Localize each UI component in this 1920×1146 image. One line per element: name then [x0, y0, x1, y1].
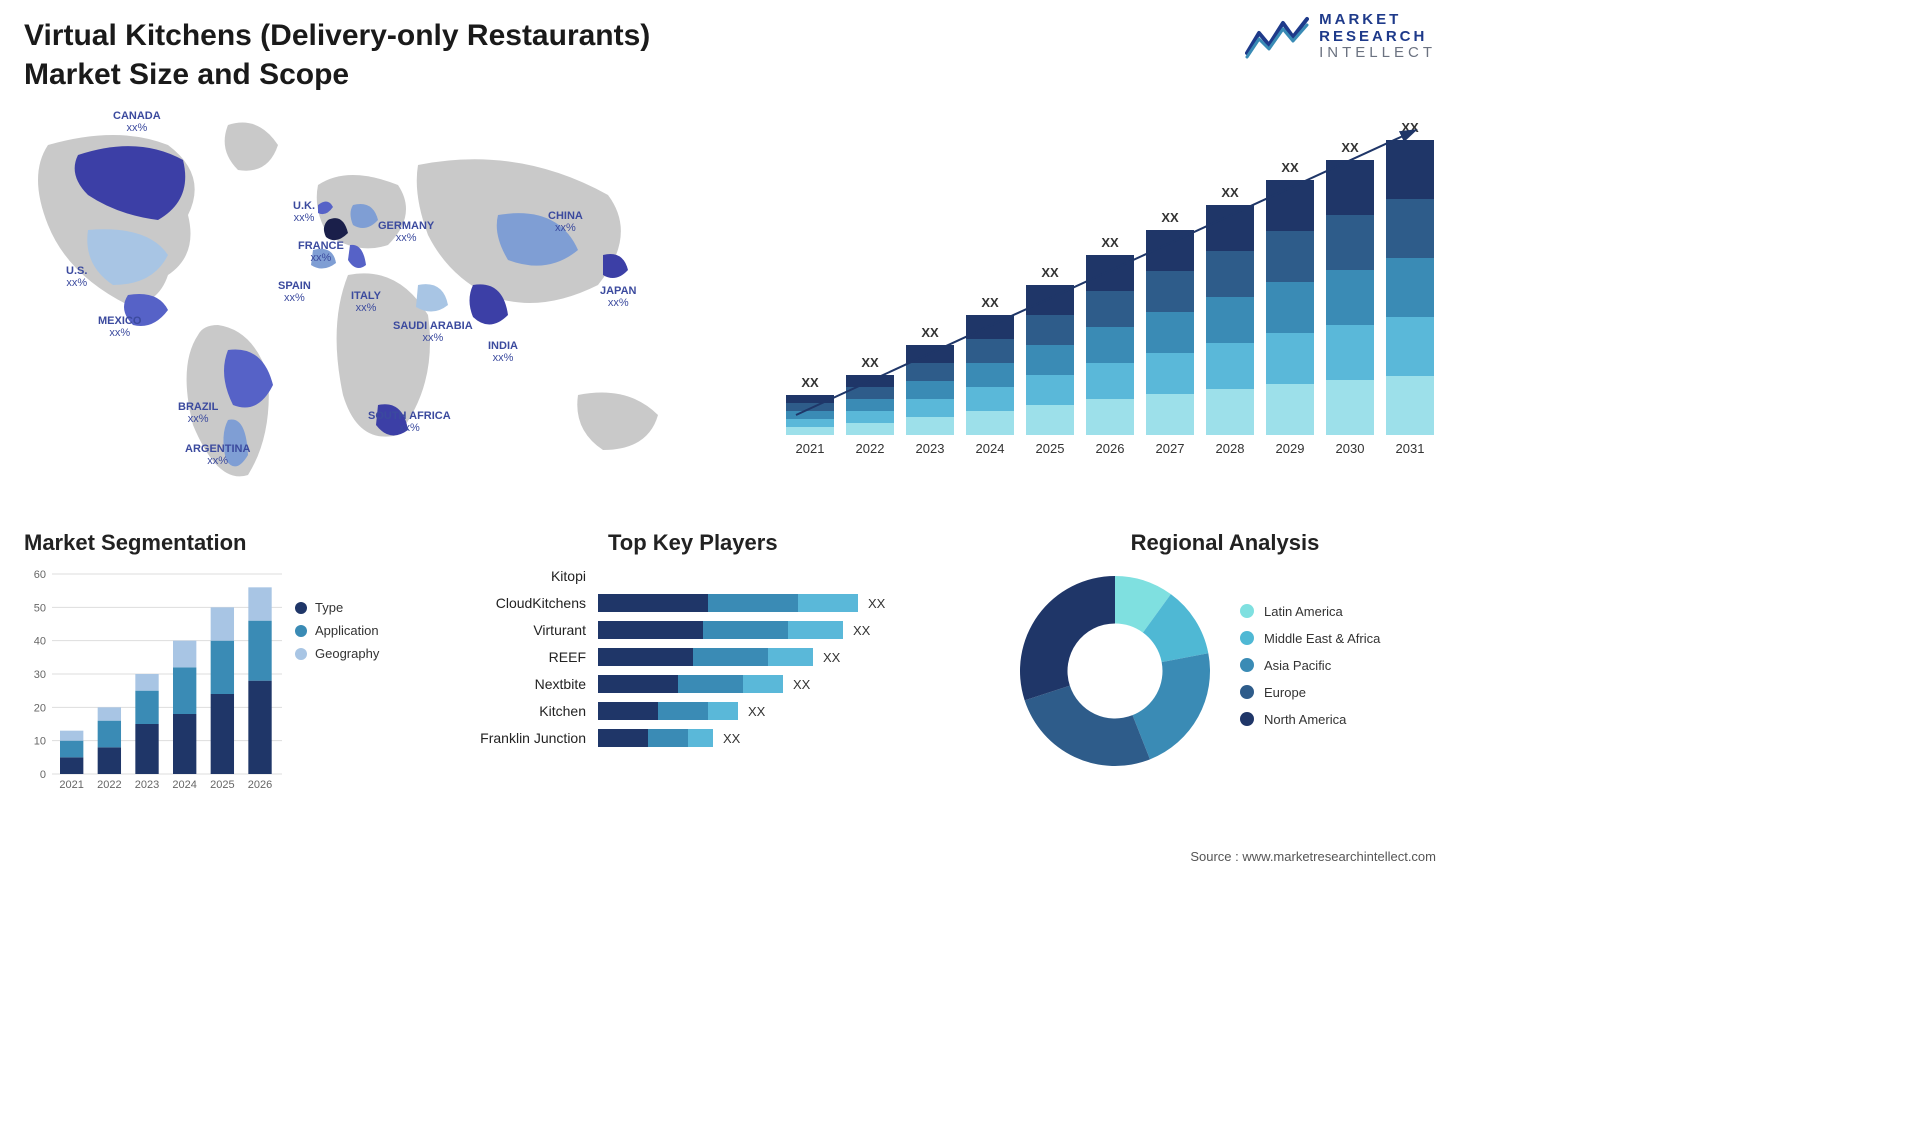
svg-text:50: 50: [34, 602, 46, 614]
svg-text:2024: 2024: [976, 441, 1005, 456]
source-label: Source : www.marketresearchintellect.com: [1190, 849, 1436, 864]
svg-text:XX: XX: [1221, 185, 1239, 200]
svg-text:2022: 2022: [856, 441, 885, 456]
player-row: CloudKitchens XX: [448, 593, 988, 613]
logo-text-3: INTELLECT: [1319, 45, 1436, 62]
map-label: U.K.xx%: [293, 200, 315, 224]
player-value: XX: [748, 704, 765, 719]
svg-text:XX: XX: [801, 375, 819, 390]
regional-legend: Latin America Middle East & Africa Asia Pa…: [1240, 604, 1380, 739]
svg-text:XX: XX: [1101, 235, 1119, 250]
legend-item: Application: [295, 623, 379, 638]
svg-text:2026: 2026: [248, 779, 272, 791]
svg-text:20: 20: [34, 702, 46, 714]
players-section: Top Key Players KitopiCloudKitchensXXVir…: [448, 530, 988, 755]
legend-item: Type: [295, 600, 379, 615]
svg-text:0: 0: [40, 769, 46, 781]
map-label: JAPANxx%: [600, 285, 636, 309]
svg-text:XX: XX: [921, 325, 939, 340]
legend-item: Latin America: [1240, 604, 1380, 619]
svg-text:XX: XX: [981, 295, 999, 310]
player-label: CloudKitchens: [448, 595, 598, 611]
logo-text-2: RESEARCH: [1319, 29, 1436, 46]
map-label: INDIAxx%: [488, 340, 518, 364]
svg-text:2023: 2023: [916, 441, 945, 456]
regional-section: Regional Analysis Latin America Middle Ea…: [1010, 530, 1440, 776]
player-bar: [598, 675, 783, 693]
player-row: Nextbite XX: [448, 674, 988, 694]
svg-text:10: 10: [34, 736, 46, 748]
svg-text:2024: 2024: [172, 779, 196, 791]
logo-mark-icon: [1245, 15, 1309, 59]
svg-text:2025: 2025: [210, 779, 234, 791]
legend-item: Geography: [295, 646, 379, 661]
map-label: ITALYxx%: [351, 290, 381, 314]
segmentation-title: Market Segmentation: [24, 530, 404, 556]
legend-item: Asia Pacific: [1240, 658, 1380, 673]
svg-text:XX: XX: [1341, 140, 1359, 155]
world-map: CANADAxx% U.S.xx% MEXICOxx% BRAZILxx% ARGENT…: [18, 105, 718, 505]
player-label: Nextbite: [448, 676, 598, 692]
svg-text:XX: XX: [861, 355, 879, 370]
player-row: Kitopi: [448, 566, 988, 586]
player-bar: [598, 702, 738, 720]
player-label: Virturant: [448, 622, 598, 638]
svg-text:40: 40: [34, 636, 46, 648]
regional-title: Regional Analysis: [1010, 530, 1440, 556]
svg-text:XX: XX: [1041, 265, 1059, 280]
player-value: XX: [853, 623, 870, 638]
map-label: CANADAxx%: [113, 110, 161, 134]
map-label: SPAINxx%: [278, 280, 311, 304]
map-label: U.S.xx%: [66, 265, 87, 289]
player-label: Franklin Junction: [448, 730, 598, 746]
map-label: GERMANYxx%: [378, 220, 434, 244]
player-row: Virturant XX: [448, 620, 988, 640]
map-label: SOUTH AFRICAxx%: [368, 410, 451, 434]
svg-text:60: 60: [34, 569, 46, 581]
player-value: XX: [823, 650, 840, 665]
legend-item: Middle East & Africa: [1240, 631, 1380, 646]
logo-text-1: MARKET: [1319, 12, 1436, 29]
player-value: XX: [868, 596, 885, 611]
svg-text:XX: XX: [1161, 210, 1179, 225]
player-bar: [598, 621, 843, 639]
map-label: FRANCExx%: [298, 240, 344, 264]
svg-text:2021: 2021: [59, 779, 83, 791]
svg-text:2021: 2021: [796, 441, 825, 456]
player-row: Kitchen XX: [448, 701, 988, 721]
svg-text:2031: 2031: [1396, 441, 1425, 456]
map-label: ARGENTINAxx%: [185, 443, 250, 467]
svg-text:2028: 2028: [1216, 441, 1245, 456]
player-value: XX: [793, 677, 810, 692]
player-bar: [598, 594, 858, 612]
map-label: SAUDI ARABIAxx%: [393, 320, 473, 344]
map-label: CHINAxx%: [548, 210, 583, 234]
player-value: XX: [723, 731, 740, 746]
player-row: Franklin Junction XX: [448, 728, 988, 748]
player-label: REEF: [448, 649, 598, 665]
svg-text:2029: 2029: [1276, 441, 1305, 456]
map-label: MEXICOxx%: [98, 315, 141, 339]
legend-item: North America: [1240, 712, 1380, 727]
main-bar-chart: XX 2021 XX 2022 XX 2023 XX 2024 XX 2025 XX 2026 XX 20…: [776, 105, 1436, 475]
player-bar: [598, 729, 713, 747]
page-title: Virtual Kitchens (Delivery-only Restaura…: [24, 16, 744, 94]
player-label: Kitchen: [448, 703, 598, 719]
svg-text:XX: XX: [1281, 160, 1299, 175]
svg-text:2023: 2023: [135, 779, 159, 791]
player-row: REEF XX: [448, 647, 988, 667]
svg-text:2026: 2026: [1096, 441, 1125, 456]
player-label: Kitopi: [448, 568, 598, 584]
players-title: Top Key Players: [608, 530, 988, 556]
legend-item: Europe: [1240, 685, 1380, 700]
svg-text:2025: 2025: [1036, 441, 1065, 456]
svg-text:2022: 2022: [97, 779, 121, 791]
map-label: BRAZILxx%: [178, 401, 218, 425]
svg-text:2030: 2030: [1336, 441, 1365, 456]
svg-text:30: 30: [34, 669, 46, 681]
svg-text:2027: 2027: [1156, 441, 1185, 456]
segmentation-legend: Type Application Geography: [295, 600, 379, 669]
player-bar: [598, 648, 813, 666]
logo: MARKET RESEARCH INTELLECT: [1245, 12, 1436, 62]
